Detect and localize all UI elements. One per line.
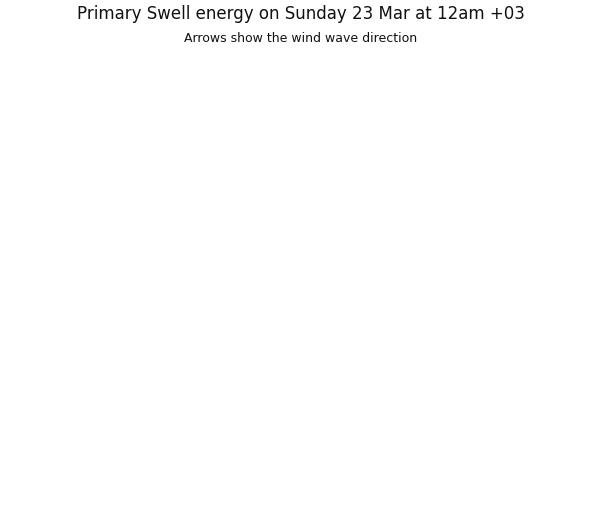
- Text: cartopy required: cartopy required: [219, 269, 382, 289]
- Text: Primary Swell energy on Sunday 23 Mar at 12am +03: Primary Swell energy on Sunday 23 Mar at…: [76, 5, 525, 23]
- Text: Arrows show the wind wave direction: Arrows show the wind wave direction: [184, 32, 417, 45]
